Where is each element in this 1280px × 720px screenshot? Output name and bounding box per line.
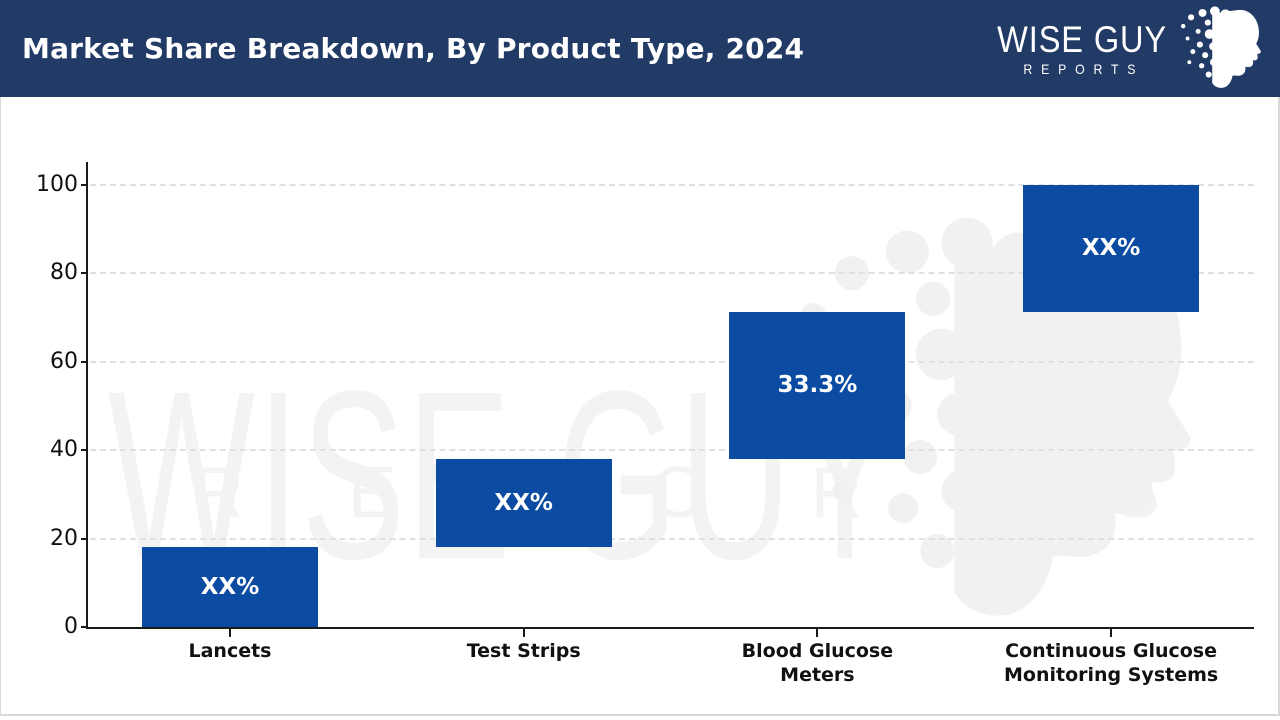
gridline-20 <box>90 537 1254 540</box>
x-category-label: Test Strips <box>466 640 581 662</box>
bar-value-label: XX% <box>1081 235 1141 262</box>
x-category-label: Continuous Glucose Monitoring Systems <box>1003 640 1219 686</box>
bar-value-label: XX% <box>200 574 260 601</box>
y-tick-80 <box>81 272 88 275</box>
y-tick-60 <box>81 360 88 363</box>
x-axis-line <box>86 627 1254 629</box>
bar-blood-glucose-meters: 33.3% <box>729 311 906 460</box>
y-tick-label-0: 0 <box>64 614 78 639</box>
gridline-100 <box>90 184 1254 186</box>
gridline-40 <box>90 449 1254 452</box>
y-tick-label-20: 20 <box>50 525 78 551</box>
y-tick-label-60: 60 <box>50 348 78 374</box>
y-axis-line <box>86 162 88 629</box>
bar-value-label: XX% <box>494 490 553 517</box>
x-tick-3 <box>1110 629 1113 637</box>
x-tick-2 <box>816 629 819 637</box>
dotted-face-profile <box>1180 5 1261 88</box>
bar-continuous-glucose-monitoring-systems: XX% <box>1023 185 1200 312</box>
logo-face-icon <box>1180 5 1261 88</box>
y-tick-label-100: 100 <box>36 172 78 197</box>
logo-wiseguy-text: WISE GUY <box>997 18 1167 60</box>
gridline-60 <box>90 360 1254 363</box>
logo-text: WISE GUY REPORTS <box>997 21 1167 77</box>
bar-value-label: 33.3% <box>777 372 858 399</box>
gridline-80 <box>90 272 1254 275</box>
chart-title: Market Share Breakdown, By Product Type,… <box>22 32 805 65</box>
logo-reports-text: REPORTS <box>1023 60 1145 77</box>
y-tick-label-40: 40 <box>50 437 78 463</box>
x-tick-0 <box>229 629 231 637</box>
y-tick-label-80: 80 <box>50 260 78 286</box>
y-tick-100 <box>81 184 88 186</box>
x-category-label: Blood Glucose Meters <box>741 640 894 686</box>
y-tick-20 <box>81 537 88 540</box>
bottom-divider-line <box>0 714 1280 716</box>
y-tick-40 <box>81 449 88 452</box>
x-tick-1 <box>522 629 525 637</box>
wise-guy-reports-logo: WISE GUY REPORTS <box>974 5 1266 93</box>
x-category-label: Lancets <box>188 640 272 662</box>
bar-test-strips: XX% <box>435 459 612 548</box>
header-bar: Market Share Breakdown, By Product Type,… <box>0 0 1280 97</box>
bar-lancets: XX% <box>142 547 318 627</box>
y-tick-0 <box>81 626 88 628</box>
